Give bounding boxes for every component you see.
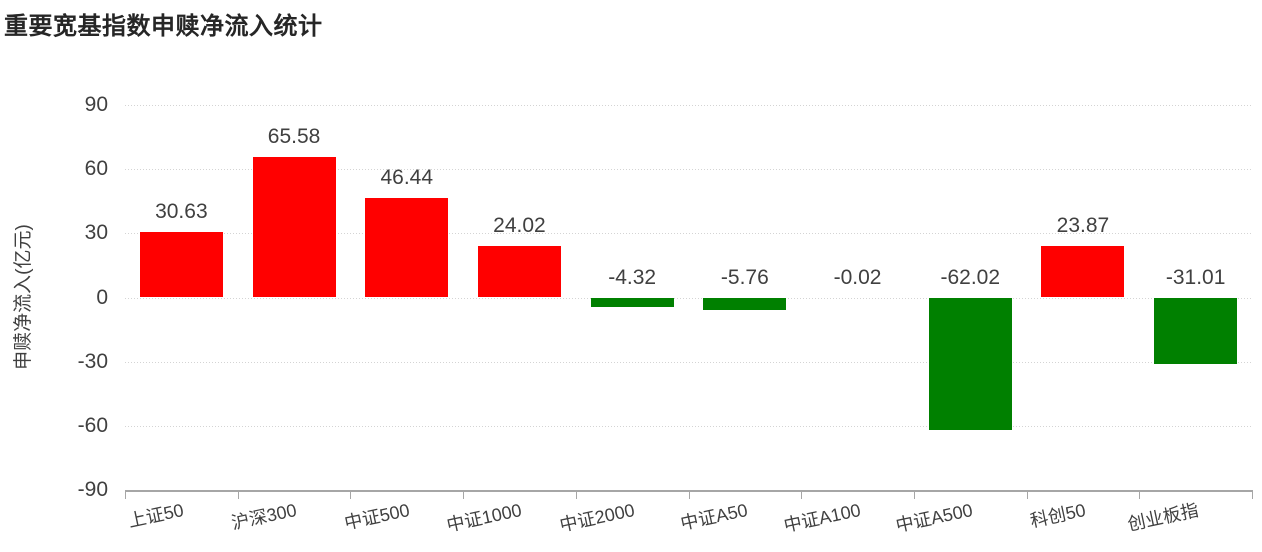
x-axis-tick [238, 490, 239, 499]
bar [928, 297, 1012, 431]
bar [477, 246, 561, 298]
gridline [125, 169, 1252, 171]
x-axis-tick [689, 490, 690, 499]
bar [703, 297, 787, 310]
bar-value-label: -31.01 [1165, 265, 1226, 289]
gridline [125, 105, 1252, 106]
y-axis-tick-label: -60 [77, 413, 108, 437]
y-axis-tick-label: -90 [77, 478, 108, 501]
y-axis-tick-label: 0 [96, 285, 108, 309]
bar [1154, 297, 1238, 364]
x-axis-tick [125, 490, 126, 499]
x-axis-tick [576, 490, 577, 499]
gridline [125, 233, 1252, 235]
bar-value-label: -62.02 [940, 265, 1001, 289]
bar [139, 231, 223, 298]
x-axis-tick [1139, 490, 1140, 499]
bar-value-label: -0.02 [833, 265, 882, 289]
x-axis-tick [463, 490, 464, 499]
gridline [125, 297, 1252, 299]
plot-area: 30.63 65.58 46.44 24.02 -4.32 -5.76 -0.02 -62.0… [125, 105, 1253, 499]
gridline [125, 425, 1252, 427]
chart-title: 重要宽基指数申赎净流入统计 [4, 13, 323, 40]
bar-value-label: 65.58 [267, 125, 321, 149]
gridline [125, 361, 1252, 363]
x-axis-line [125, 490, 1252, 492]
bar [590, 297, 674, 307]
bar-value-label: -5.76 [720, 265, 769, 289]
y-axis-tick-label: 30 [84, 221, 108, 245]
bar [365, 198, 449, 298]
bar-value-label: 23.87 [1056, 214, 1110, 238]
bar [252, 157, 336, 298]
bar-value-label: 46.44 [380, 166, 434, 190]
bar-value-label: -4.32 [608, 265, 657, 289]
x-axis-tick [801, 490, 802, 499]
y-axis-tick-label: -30 [77, 349, 108, 373]
bar-value-label: 30.63 [155, 199, 208, 223]
x-axis-tick [1252, 490, 1253, 499]
y-axis-tick-label: 60 [84, 157, 108, 181]
x-axis-tick [1027, 490, 1028, 499]
bar-value-label: 24.02 [493, 214, 546, 238]
x-axis-tick [350, 490, 351, 499]
x-axis-tick [914, 490, 915, 499]
y-axis-tick-label: 90 [84, 93, 108, 116]
bar [1041, 246, 1125, 298]
